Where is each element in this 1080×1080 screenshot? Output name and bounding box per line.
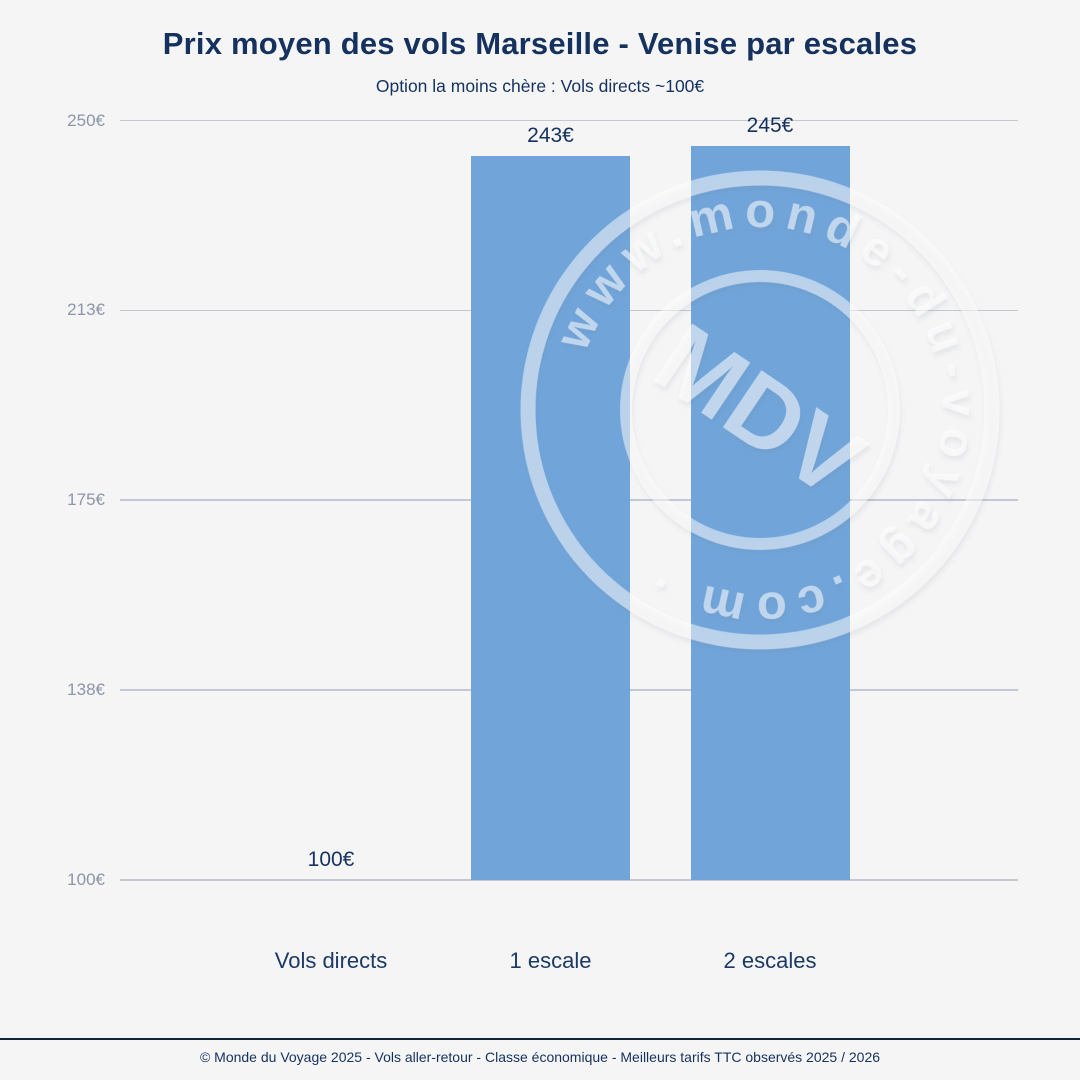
gridline [120, 119, 1018, 122]
footer-credit: © Monde du Voyage 2025 - Vols aller-reto… [199, 1049, 881, 1065]
watermark-center-text: MDV [636, 302, 883, 519]
x-category-label-1-escale: 1 escale [509, 948, 592, 973]
y-axis-tick-label: 175€ [67, 490, 105, 510]
bar-value-label-1-escale: 243€ [527, 123, 574, 147]
bar-2-escales [690, 145, 850, 880]
chart-subtitle: Option la moins chère : Vols directs ~10… [375, 76, 705, 96]
y-axis-tick-label: 213€ [67, 300, 105, 320]
bar-value-label-2-escales: 245€ [746, 113, 794, 137]
x-category-label-vols-directs: Vols directs [274, 948, 388, 973]
watermark-outer-ring [520, 170, 1000, 650]
chart-title: Prix moyen des vols Marseille - Venise p… [162, 26, 918, 61]
watermark-inner-ring [620, 270, 900, 550]
y-axis-tick-label: 100€ [67, 870, 105, 889]
gridline [120, 879, 1018, 881]
footer-divider [0, 1038, 1080, 1040]
y-axis-tick-label: 250€ [67, 110, 105, 130]
bar-value-label-vols-directs: 100€ [307, 848, 355, 871]
x-category-label-2-escales: 2 escales [723, 948, 817, 973]
watermark-stamp: www.monde-du-voyage.com · MDV [480, 130, 1040, 690]
y-axis-tick-label: 138€ [67, 680, 105, 700]
